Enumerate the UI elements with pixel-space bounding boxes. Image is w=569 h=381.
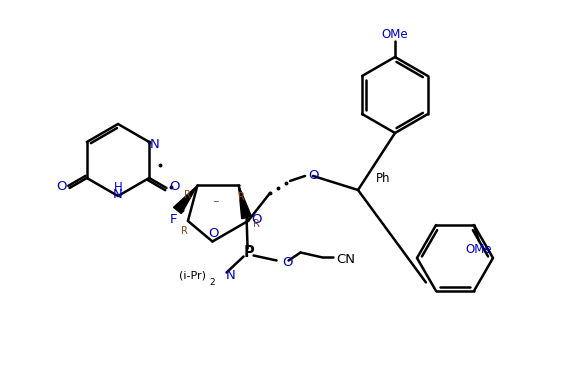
Polygon shape	[174, 186, 197, 214]
Text: H: H	[114, 181, 122, 194]
Text: Ph: Ph	[376, 171, 390, 184]
Text: O: O	[56, 179, 67, 192]
Text: O: O	[251, 213, 262, 226]
Text: O: O	[308, 170, 319, 182]
Text: R: R	[253, 219, 259, 229]
Text: N: N	[113, 187, 123, 200]
Text: R: R	[238, 192, 245, 202]
Text: _: _	[213, 192, 218, 202]
Text: OMe: OMe	[465, 243, 492, 256]
Text: O: O	[169, 179, 180, 192]
Text: N: N	[225, 269, 236, 282]
Text: 2: 2	[210, 278, 216, 287]
Polygon shape	[238, 186, 251, 219]
Text: OMe: OMe	[382, 27, 409, 40]
Text: (i-Pr): (i-Pr)	[179, 271, 206, 280]
Text: P: P	[243, 245, 254, 260]
Text: O: O	[208, 227, 218, 240]
Text: R: R	[184, 190, 191, 200]
Text: O: O	[283, 256, 293, 269]
Text: R: R	[182, 226, 188, 236]
Text: CN: CN	[337, 253, 356, 266]
Text: N: N	[149, 138, 159, 150]
Text: F: F	[170, 213, 177, 226]
